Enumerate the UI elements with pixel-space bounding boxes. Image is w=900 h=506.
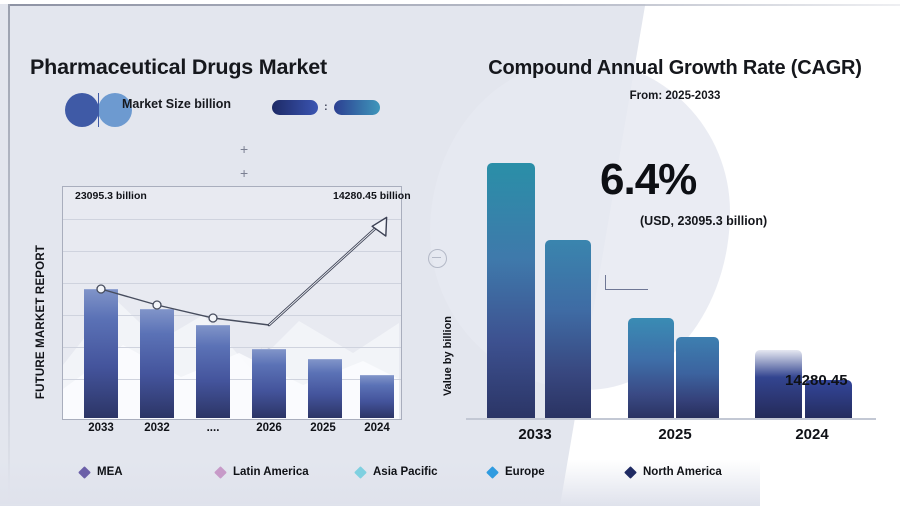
- legend-label-mea: MEA: [97, 466, 123, 478]
- bottom-gradient-fade: [0, 460, 760, 506]
- legend-item-europe[interactable]: Europe: [486, 465, 626, 479]
- bar-2025-primary: [628, 318, 674, 418]
- right-chart-baseline: [466, 418, 876, 420]
- bar-2025: [308, 359, 342, 418]
- chart-legend: MEA Latin America Asia Pacific Europe No…: [78, 465, 722, 479]
- legend-label-north-america: North America: [643, 466, 722, 478]
- legend-swatch-europe: [486, 465, 499, 479]
- legend-label-latin-america: Latin America: [233, 466, 309, 478]
- cagr-note: (USD, 23095.3 billion): [640, 214, 768, 228]
- legend-pills: :: [272, 100, 380, 115]
- left-chart-start-value-label: 23095.3 billion: [75, 190, 147, 202]
- legend-pill-primary: [272, 100, 318, 115]
- left-border-rule: [8, 4, 10, 504]
- x-label-0: 2033: [88, 422, 114, 434]
- bar-2033-primary: [487, 163, 535, 418]
- bar-2033: [84, 289, 118, 418]
- bar-2024-secondary: [805, 380, 852, 418]
- cagr-value: 6.4%: [600, 155, 697, 204]
- left-chart-bars: [62, 186, 400, 418]
- right-chart-bars: [466, 150, 876, 418]
- bar-2032: [140, 309, 174, 418]
- right-chart-data-label: 14280.45: [785, 372, 848, 389]
- right-x-label-2033: 2033: [518, 426, 552, 443]
- legend-pill-separator: :: [324, 101, 328, 113]
- legend-label-europe: Europe: [505, 466, 545, 478]
- left-chart-end-value-label: 14280.45 billion: [333, 190, 411, 202]
- right-x-label-2025: 2025: [658, 426, 692, 443]
- bar-2033-secondary: [545, 240, 591, 418]
- x-label-5: 2024: [364, 422, 390, 434]
- left-chart-overlay-series: [96, 216, 388, 327]
- top-border-rule: [8, 4, 900, 6]
- page-title: Pharmaceutical Drugs Market: [30, 55, 327, 79]
- bar-2025-secondary: [676, 337, 719, 418]
- legend-item-latin-america[interactable]: Latin America: [214, 465, 356, 479]
- cagr-subtitle: From: 2025-2033: [629, 90, 721, 102]
- bar-dots: [196, 325, 230, 418]
- right-chart-notch-marker: [605, 275, 648, 290]
- x-label-2: ....: [206, 422, 220, 434]
- legend-label-asia-pacific: Asia Pacific: [373, 466, 438, 478]
- right-x-label-2024: 2024: [795, 426, 829, 443]
- legend-pill-secondary: [333, 100, 380, 115]
- cagr-title: Compound Annual Growth Rate (CAGR): [488, 57, 862, 79]
- right-chart-y-axis-label: Value by billion: [442, 315, 454, 397]
- legend-item-mea[interactable]: MEA: [78, 465, 216, 479]
- x-label-1: 2032: [144, 422, 170, 434]
- legend-swatch-mea: [78, 465, 91, 479]
- plus-mark-icon: +: [240, 141, 249, 157]
- legend-swatch-asia-pacific: [354, 465, 367, 479]
- bar-2024-primary: [755, 350, 802, 418]
- left-chart-y-axis-label: FUTURE MARKET REPORT: [35, 244, 47, 400]
- legend-item-north-america[interactable]: North America: [624, 465, 722, 479]
- venn-circles-icon: [65, 93, 137, 127]
- circle-minus-icon: [428, 249, 447, 268]
- legend-swatch-latin-america: [214, 465, 227, 479]
- x-label-3: 2026: [256, 422, 282, 434]
- x-label-4: 2025: [310, 422, 336, 434]
- left-chart-x-axis: 2033 2032 .... 2026 2025 2024: [62, 422, 400, 442]
- legend-item-asia-pacific[interactable]: Asia Pacific: [354, 465, 488, 479]
- legend-swatch-north-america: [624, 465, 637, 479]
- market-size-label: Market Size billion: [122, 97, 232, 111]
- bar-2026: [252, 349, 286, 418]
- bar-2024: [360, 375, 394, 418]
- plus-mark-icon: +: [240, 165, 249, 181]
